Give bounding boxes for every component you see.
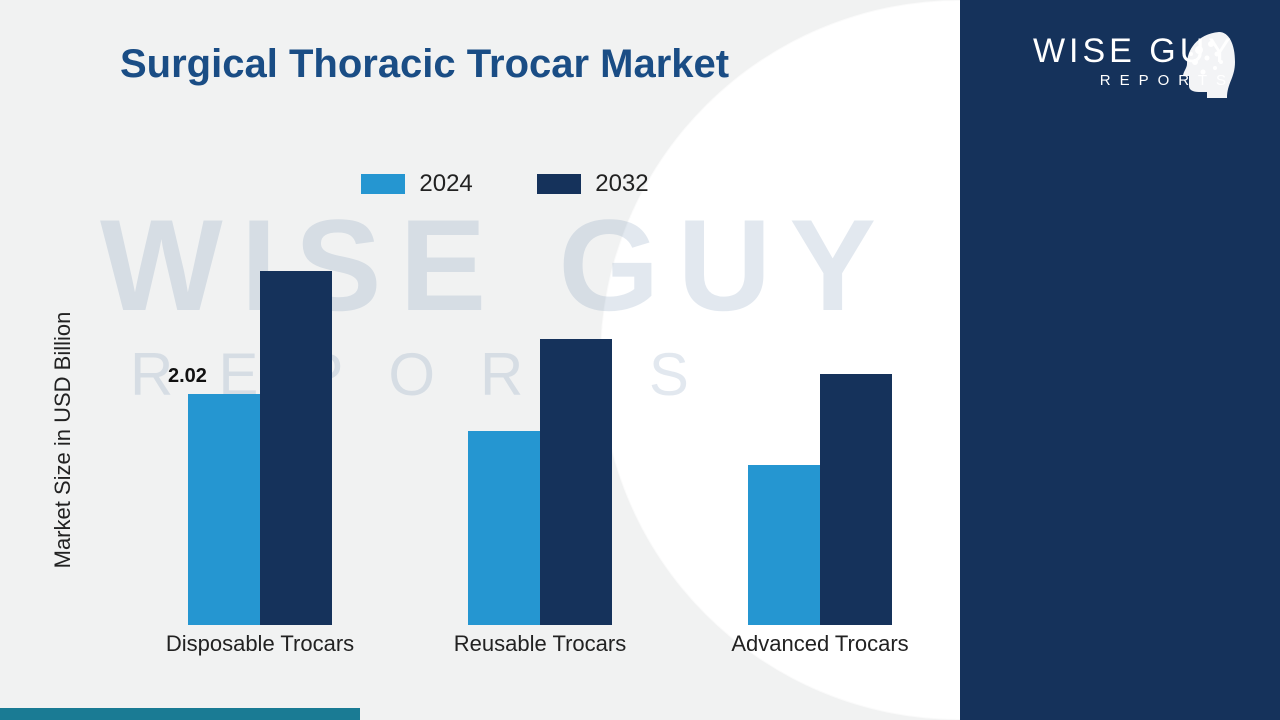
x-axis-label: Disposable Trocars <box>150 631 370 657</box>
bar <box>540 339 612 625</box>
plot-area: Disposable TrocarsReusable TrocarsAdvanc… <box>140 225 940 625</box>
bar <box>468 431 540 625</box>
legend-label: 2024 <box>419 170 472 198</box>
accent-bar <box>0 708 360 720</box>
chart-area: Market Size in USD Billion 2024 2032 Dis… <box>60 170 950 690</box>
x-axis-label: Reusable Trocars <box>430 631 650 657</box>
legend-swatch-2032 <box>537 174 581 194</box>
legend: 2024 2032 <box>60 170 950 199</box>
y-axis-label: Market Size in USD Billion <box>50 240 76 640</box>
chart-canvas: WISE GUY REPORTS WISE GUY REPORTS Surgic… <box>0 0 1280 720</box>
right-panel <box>960 0 1280 720</box>
legend-label: 2032 <box>595 170 648 198</box>
bar <box>188 394 260 625</box>
bar <box>748 465 820 625</box>
legend-item-2024: 2024 <box>361 170 472 198</box>
legend-item-2032: 2032 <box>537 170 648 198</box>
bar <box>260 271 332 625</box>
ai-head-icon <box>1177 28 1237 100</box>
legend-swatch-2024 <box>361 174 405 194</box>
value-label: 2.02 <box>168 365 207 388</box>
x-axis-label: Advanced Trocars <box>710 631 930 657</box>
chart-title: Surgical Thoracic Trocar Market <box>120 42 729 87</box>
brand-logo: WISE GUY REPORTS <box>1033 34 1235 89</box>
bar <box>820 374 892 625</box>
